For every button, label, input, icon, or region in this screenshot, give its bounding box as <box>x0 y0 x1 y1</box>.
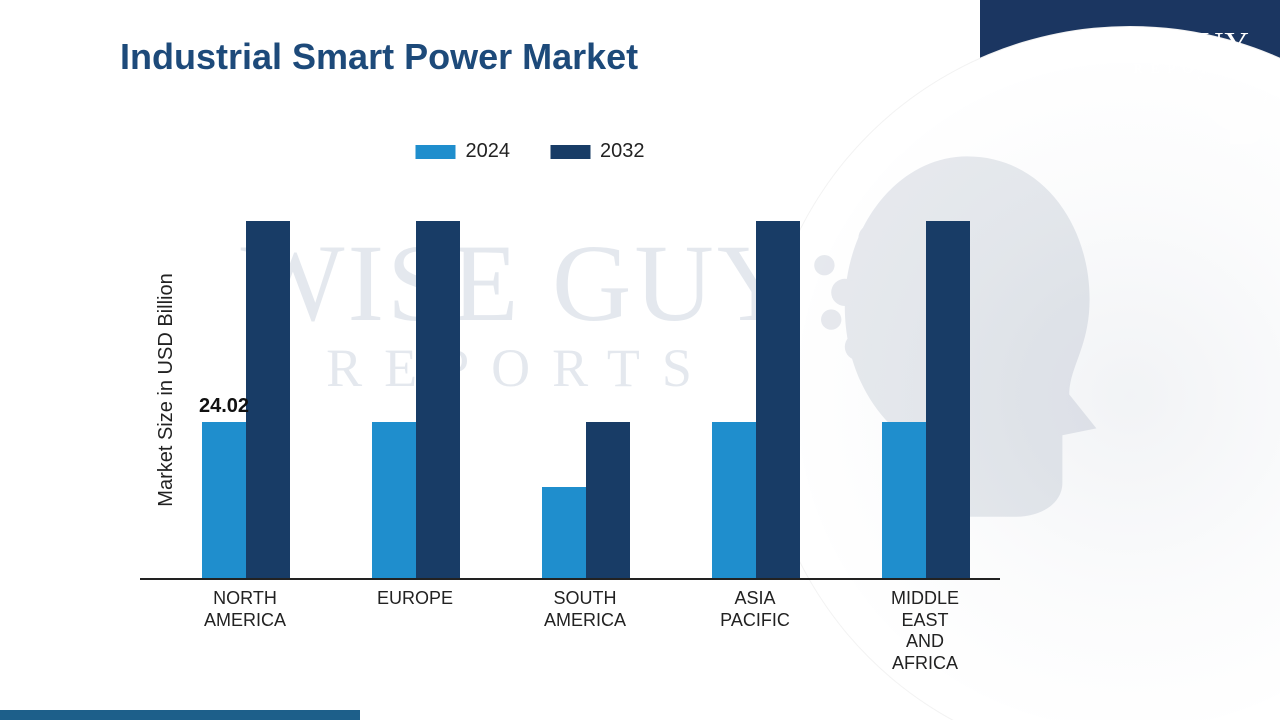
page-title: Industrial Smart Power Market <box>120 36 638 78</box>
bar-2024 <box>712 422 756 578</box>
bar-2024 <box>882 422 926 578</box>
bar-value-label: 24.02 <box>199 395 249 418</box>
legend-label-2024: 2024 <box>466 140 511 163</box>
bar-2032 <box>926 221 970 579</box>
bar-2032 <box>586 422 630 578</box>
bar-2032 <box>246 221 290 579</box>
bar-chart: Market Size in USD Billion 2024 2032 24.… <box>60 150 1000 630</box>
x-axis-label: SOUTH AMERICA <box>510 588 660 631</box>
bar-2024 <box>372 422 416 578</box>
legend-swatch-2024 <box>416 145 456 159</box>
brand-head-icon <box>1176 42 1276 152</box>
legend-item-2032: 2032 <box>550 140 645 163</box>
bar-2032 <box>416 221 460 579</box>
legend-label-2032: 2032 <box>600 140 645 163</box>
x-axis-label: ASIA PACIFIC <box>680 588 830 631</box>
legend-swatch-2032 <box>550 145 590 159</box>
x-axis-baseline <box>140 578 1000 580</box>
bar-2024 <box>542 487 586 578</box>
bar-2032 <box>756 221 800 579</box>
brand-logo: WISE GUY REPORTS <box>1077 26 1250 78</box>
legend-item-2024: 2024 <box>416 140 511 163</box>
x-axis-label: NORTH AMERICA <box>170 588 320 631</box>
bottom-accent-bar <box>0 710 360 720</box>
bar-2024 <box>202 422 246 578</box>
x-axis-label: EUROPE <box>340 588 490 610</box>
chart-legend: 2024 2032 <box>416 140 645 163</box>
x-axis-label: MIDDLE EAST AND AFRICA <box>850 588 1000 674</box>
plot-area: 24.02NORTH AMERICAEUROPESOUTH AMERICAASI… <box>140 190 1000 580</box>
